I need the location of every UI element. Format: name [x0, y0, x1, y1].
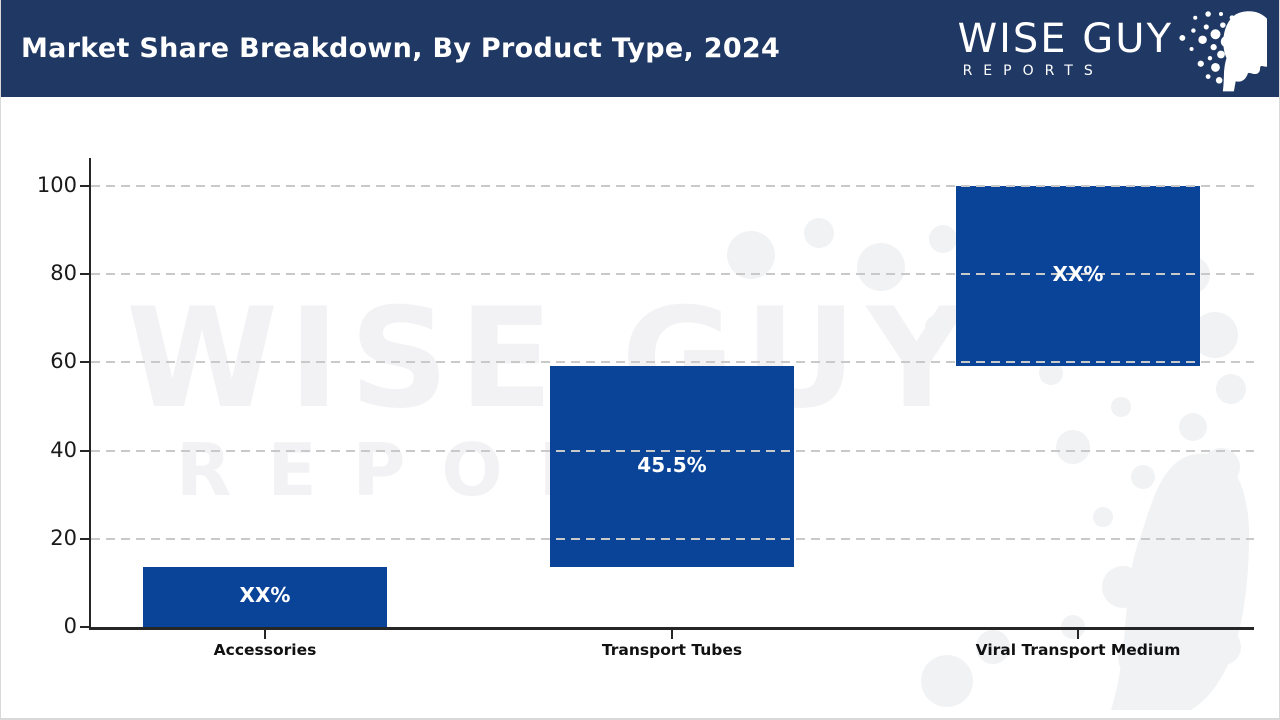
y-tick-mark	[80, 185, 89, 187]
gridline	[91, 537, 1254, 540]
gridline	[91, 185, 1254, 187]
x-category-label: Transport Tubes	[601, 641, 743, 659]
y-tick-label: 40	[50, 437, 77, 462]
y-tick-label: 0	[63, 614, 77, 638]
y-tick-label: 20	[50, 525, 77, 550]
y-tick-label: 100	[36, 173, 77, 197]
wiseguy-logo: WISE GUY REPORTS	[958, 6, 1267, 92]
x-axis-spine	[89, 627, 1254, 630]
y-tick-mark	[80, 537, 89, 540]
bar-viral-transport-medium[interactable]	[956, 186, 1200, 367]
y-axis-spine	[89, 158, 91, 629]
header-bar: Market Share Breakdown, By Product Type,…	[1, 0, 1279, 97]
bar-value-label: XX%	[239, 583, 291, 607]
x-tick-mark	[264, 629, 266, 639]
logo-face-icon	[1179, 10, 1267, 91]
y-tick-mark	[80, 361, 89, 364]
y-tick-mark	[80, 273, 89, 276]
bar-transport-tubes[interactable]	[550, 366, 794, 567]
gridline	[91, 449, 1254, 452]
logo-wordmark-sub: REPORTS	[962, 62, 1104, 79]
y-tick-label: 60	[50, 349, 77, 374]
chart-title: Market Share Breakdown, By Product Type,…	[21, 33, 781, 64]
bar-accessories[interactable]	[143, 567, 387, 627]
x-category-label: Accessories	[213, 641, 317, 659]
logo-wordmark-main: WISE GUY	[957, 15, 1173, 62]
y-tick-mark	[80, 449, 89, 452]
y-tick-mark	[80, 626, 89, 628]
x-tick-mark	[1077, 629, 1079, 639]
x-category-label: Viral Transport Medium	[975, 641, 1181, 659]
y-tick-label: 80	[50, 261, 77, 286]
watermark-wordmark: WISE GUY	[126, 278, 977, 439]
x-tick-mark	[671, 629, 673, 639]
gridline	[91, 361, 1254, 364]
logo-wordmark: WISE GUY REPORTS	[958, 19, 1173, 79]
bar-value-label: XX%	[1052, 262, 1104, 287]
gridline	[91, 273, 1254, 276]
bar-value-label: 45.5%	[637, 452, 707, 477]
